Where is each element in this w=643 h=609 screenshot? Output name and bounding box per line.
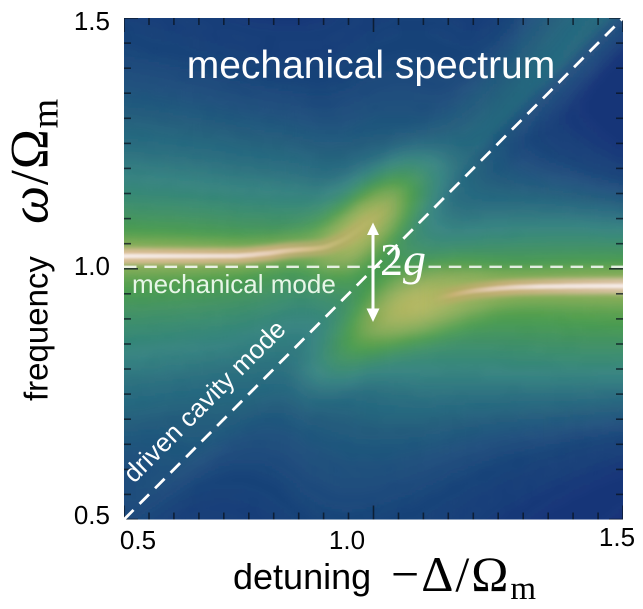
svg-text:1.0: 1.0 bbox=[329, 525, 365, 555]
svg-text:1.5: 1.5 bbox=[74, 6, 110, 36]
svg-text:0.5: 0.5 bbox=[120, 525, 156, 555]
svg-text:0.5: 0.5 bbox=[74, 500, 110, 530]
svg-text:mechanical spectrum: mechanical spectrum bbox=[187, 44, 555, 87]
svg-text:frequency: frequency bbox=[18, 256, 55, 401]
svg-text:2g: 2g bbox=[380, 234, 426, 285]
svg-text:detuning: detuning bbox=[233, 556, 371, 597]
svg-text:1.0: 1.0 bbox=[74, 251, 110, 281]
svg-text:1.5: 1.5 bbox=[599, 522, 635, 552]
svg-text:mechanical mode: mechanical mode bbox=[132, 269, 336, 299]
